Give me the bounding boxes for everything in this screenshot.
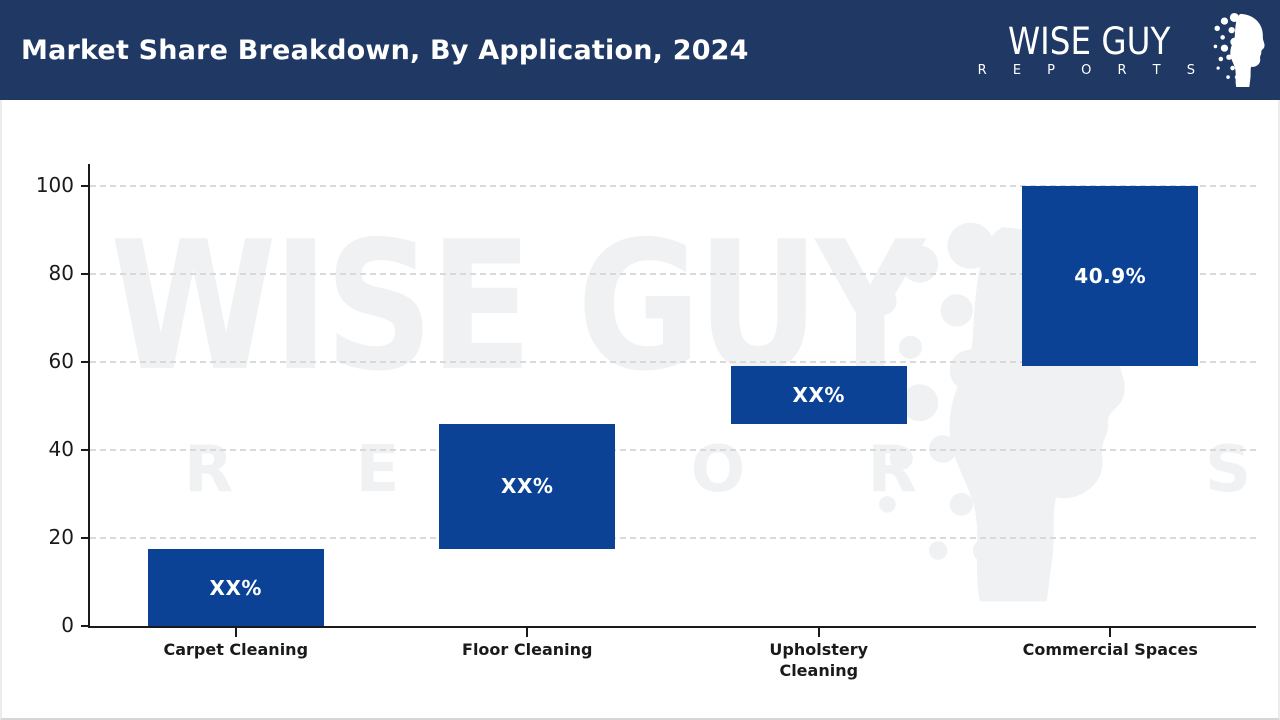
bar-value-label: XX% <box>792 382 845 407</box>
bar-commercial-spaces: 40.9% <box>1022 186 1199 366</box>
y-tick-label: 20 <box>48 525 74 549</box>
bar-floor-cleaning: XX% <box>439 423 616 549</box>
logo-text: WISE GUY R E P O R T S <box>972 23 1206 77</box>
y-tick-mark <box>81 361 90 363</box>
y-tick-mark <box>81 537 90 539</box>
bar-carpet-cleaning: XX% <box>147 549 324 626</box>
gridline-100 <box>90 185 1256 187</box>
brand-logo: WISE GUY R E P O R T S <box>972 11 1266 89</box>
bar-value-label: XX% <box>501 474 554 499</box>
x-category-label: Carpet Cleaning <box>163 640 309 659</box>
logo-wordmark: WISE GUY <box>1007 20 1170 63</box>
x-category-label: Floor Cleaning <box>462 640 593 659</box>
y-tick-mark <box>81 273 90 275</box>
y-tick-mark <box>81 185 90 187</box>
y-tick-label: 40 <box>48 437 74 461</box>
chart-title: Market Share Breakdown, By Application, … <box>21 34 749 66</box>
bar-value-label: 40.9% <box>1074 263 1147 288</box>
gridline-20 <box>90 537 1256 539</box>
chart-area: WISE GUY R E P O R T S 0 20 40 60 80 100 XX% Ca… <box>0 100 1280 720</box>
y-tick-mark <box>81 625 90 627</box>
gridline-40 <box>90 449 1256 451</box>
x-tick-mark <box>1109 628 1112 637</box>
y-tick-label: 100 <box>35 173 74 197</box>
x-category-label: Commercial Spaces <box>1022 640 1198 659</box>
y-axis-line <box>88 164 90 628</box>
x-tick-mark <box>526 628 529 637</box>
x-axis-line <box>88 626 1256 628</box>
logo-subtext: R E P O R T S <box>977 63 1206 78</box>
y-tick-label: 0 <box>61 613 74 637</box>
x-category-label: Upholstery Cleaning <box>769 640 869 680</box>
gridline-60 <box>90 361 1256 363</box>
header-bar: Market Share Breakdown, By Application, … <box>0 0 1280 100</box>
x-tick-mark <box>234 628 237 637</box>
y-tick-mark <box>81 449 90 451</box>
y-tick-label: 60 <box>48 349 74 373</box>
bar-upholstery-cleaning: XX% <box>730 365 907 424</box>
plot-area: 0 20 40 60 80 100 XX% Carpet Cleaning XX% Floor C… <box>2 100 1278 718</box>
gridline-80 <box>90 273 1256 275</box>
x-tick-mark <box>817 628 820 637</box>
y-tick-label: 80 <box>48 261 74 285</box>
logo-head-icon <box>1213 12 1265 88</box>
watermark-wordmark: WISE GUY <box>110 203 925 410</box>
bar-value-label: XX% <box>209 575 262 600</box>
